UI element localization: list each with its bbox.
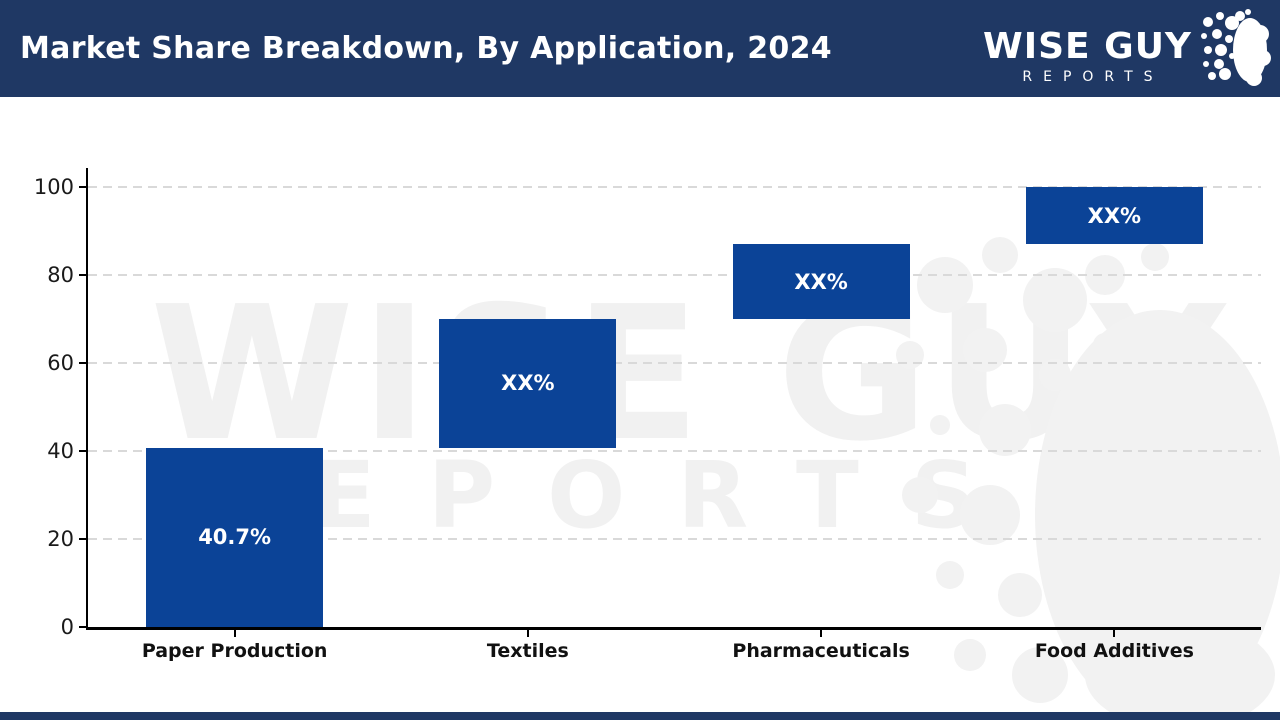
bar-paper-production: 40.7% — [146, 447, 324, 627]
bar-textiles: XX% — [439, 319, 617, 448]
y-tick-label-60: 60 — [47, 351, 74, 375]
gridline-40 — [88, 450, 1261, 452]
bar-food-additives: XX% — [1025, 187, 1203, 245]
bar-value-label: 40.7% — [198, 525, 272, 550]
y-tick-label-40: 40 — [47, 439, 74, 463]
x-tick-0 — [233, 629, 236, 637]
brand-head-icon — [1201, 9, 1271, 86]
y-tick-60 — [79, 362, 88, 364]
y-tick-label-100: 100 — [33, 175, 74, 199]
brand-logo: WISE GUY REPORTS — [983, 6, 1272, 92]
y-tick-label-0: 0 — [60, 615, 74, 639]
gridline-60 — [88, 362, 1261, 364]
x-tick-2 — [820, 629, 823, 637]
x-axis-line — [86, 627, 1261, 630]
gridline-20 — [88, 538, 1261, 540]
x-category-label-2: Pharmaceuticals — [732, 640, 910, 662]
bar-pharmaceuticals: XX% — [732, 244, 910, 319]
footer-bar — [0, 712, 1280, 720]
x-category-label-0: Paper Production — [141, 640, 328, 662]
y-tick-40 — [79, 450, 88, 452]
y-tick-80 — [79, 274, 88, 276]
brand-subname: REPORTS — [1022, 68, 1164, 85]
brand-name: WISE GUY — [982, 25, 1192, 67]
y-axis-line — [86, 168, 88, 630]
page-title: Market Share Breakdown, By Application, … — [20, 31, 832, 66]
gridline-80 — [88, 274, 1261, 276]
x-category-label-1: Textiles — [486, 640, 569, 662]
y-tick-20 — [79, 538, 88, 540]
gridline-100 — [88, 186, 1261, 188]
bar-value-label: XX% — [1087, 203, 1142, 228]
bar-value-label: XX% — [501, 371, 555, 396]
y-tick-100 — [79, 186, 88, 188]
y-tick-0 — [79, 626, 88, 628]
brand-logo-text: WISE GUY REPORTS — [982, 25, 1192, 85]
y-tick-label-80: 80 — [47, 263, 74, 287]
x-tick-3 — [1113, 629, 1116, 637]
header-band: Market Share Breakdown, By Application, … — [0, 0, 1280, 97]
x-tick-1 — [526, 629, 529, 637]
bar-value-label: XX% — [794, 269, 848, 294]
x-category-label-3: Food Additives — [1034, 640, 1194, 662]
y-tick-label-20: 20 — [47, 527, 74, 551]
